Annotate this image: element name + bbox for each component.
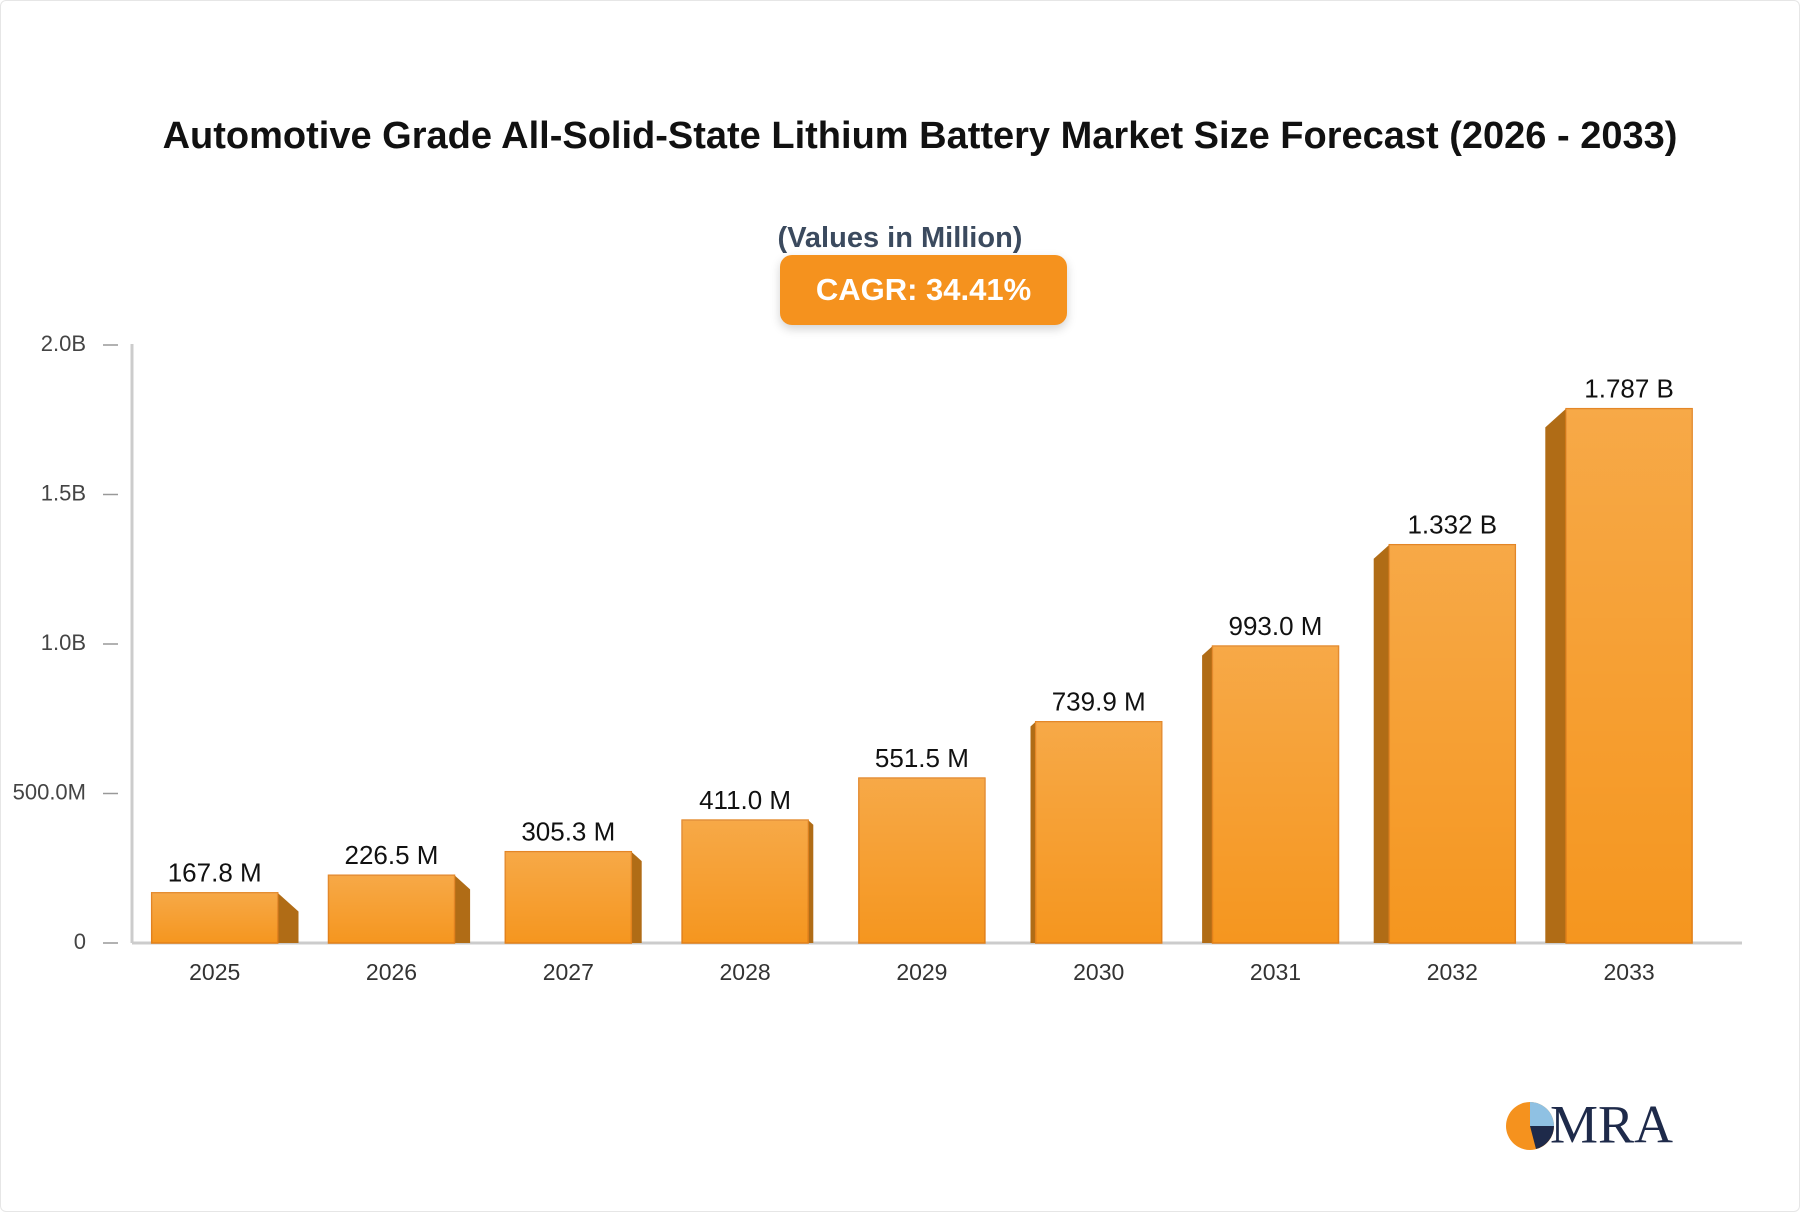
bar [858,777,986,944]
bar-side [454,875,471,943]
bar-side [1202,646,1213,943]
value-label: 1.787 B [1584,374,1674,404]
bar-side [277,892,299,943]
x-tick-label: 2025 [189,959,240,985]
value-label: 993.0 M [1229,611,1323,641]
bar-side [1030,721,1036,943]
logo-text: MRA [1550,1096,1673,1154]
value-label: 305.3 M [521,817,615,847]
value-label: 1.332 B [1407,510,1497,540]
y-tick-label: 500.0M [13,779,86,804]
bar [1388,543,1517,944]
y-tick-label: 1.0B [41,630,86,655]
bar [150,892,279,944]
value-label: 167.8 M [168,858,262,888]
bar [504,850,633,944]
bar [681,819,809,944]
x-tick-label: 2033 [1604,959,1655,985]
value-label: 411.0 M [699,785,791,815]
value-label: 551.5 M [875,743,969,773]
value-label: 226.5 M [345,840,439,870]
x-tick-label: 2027 [543,959,594,985]
bar [1034,721,1163,944]
logo-icon-part [1530,1126,1554,1149]
x-tick-label: 2032 [1427,959,1478,985]
x-tick-label: 2029 [896,959,947,985]
y-tick-label: 0 [74,929,86,954]
cagr-badge: CAGR: 34.41% [780,255,1067,325]
x-tick-label: 2030 [1073,959,1124,985]
chart-title: Automotive Grade All-Solid-State Lithium… [162,115,1678,157]
bar [327,874,456,944]
x-tick-label: 2026 [366,959,417,985]
chart-subtitle: (Values in Million) [777,222,1023,254]
bar [1211,645,1340,944]
y-tick-label: 2.0B [41,331,86,356]
x-tick-label: 2031 [1250,959,1301,985]
bar-side [808,820,814,943]
bar [1565,407,1693,944]
value-label: 739.9 M [1052,687,1146,717]
bar-side [1545,408,1567,943]
bar-side [631,851,642,943]
y-tick-label: 1.5B [41,480,86,505]
x-tick-label: 2028 [720,959,771,985]
logo-icon-part [1530,1102,1554,1126]
bar-side [1373,544,1390,943]
logo: MRA [1506,1096,1673,1154]
